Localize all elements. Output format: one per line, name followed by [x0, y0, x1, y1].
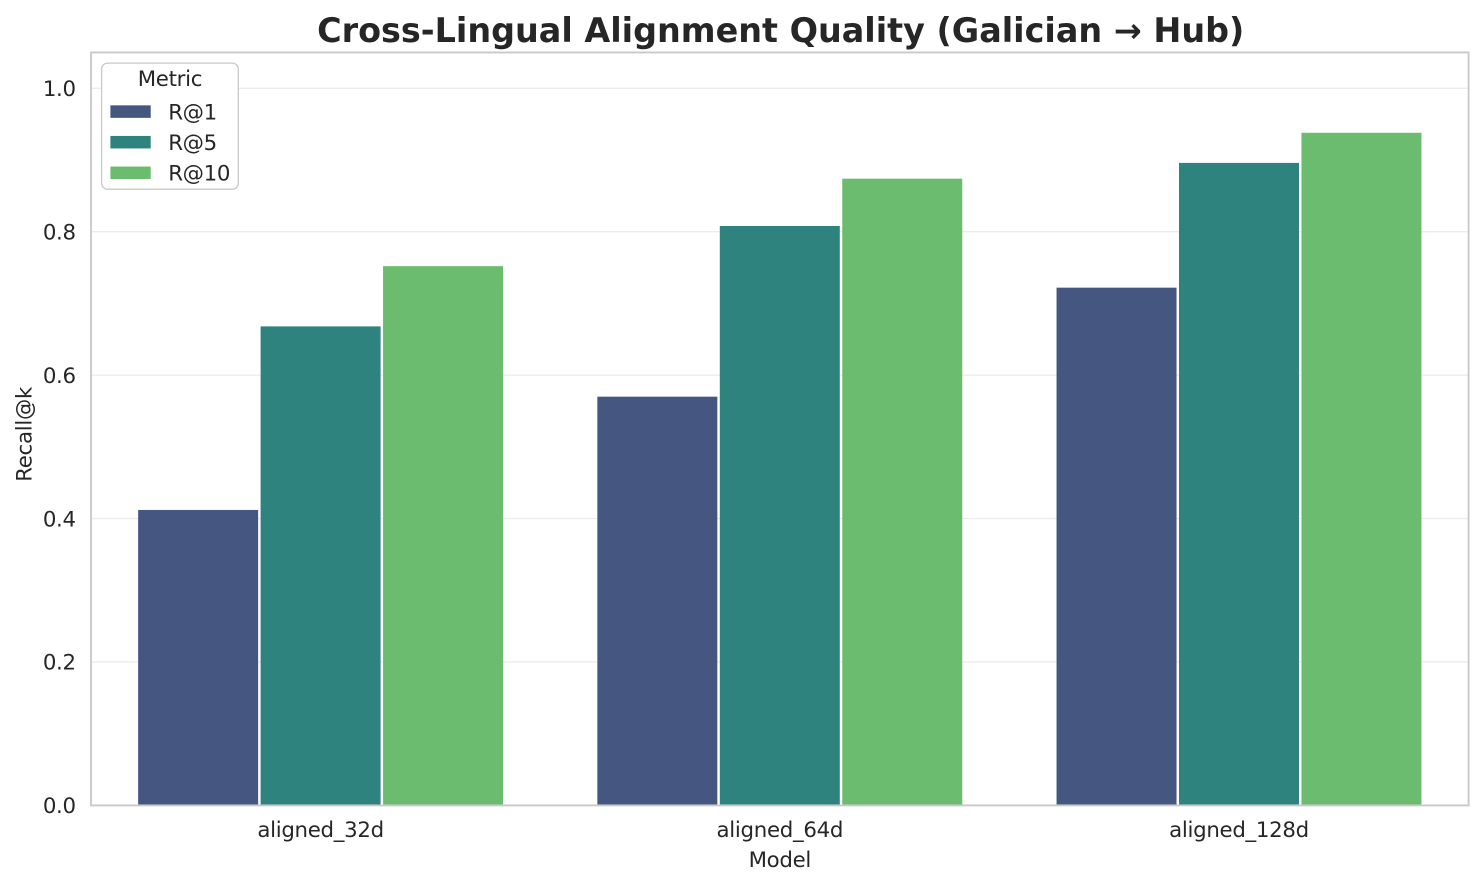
x-tick-labels: aligned_32d aligned_64d aligned_128d — [257, 818, 1309, 843]
x-tick-label: aligned_64d — [717, 818, 844, 843]
y-tick-label: 0.4 — [43, 507, 76, 532]
legend-box — [100, 62, 239, 190]
legend-title: Metric — [138, 67, 202, 92]
x-axis-label: Model — [749, 848, 811, 873]
y-tick-label: 0.0 — [43, 794, 76, 819]
y-tick-label: 1.0 — [43, 77, 76, 102]
bar-aligned_64d-R@10 — [842, 178, 963, 806]
chart-title: Cross-Lingual Alignment Quality (Galicia… — [317, 11, 1244, 50]
bar-aligned_32d-R@5 — [260, 326, 381, 806]
legend-swatch-R@1 — [110, 105, 151, 118]
plot-border — [90, 51, 1470, 807]
y-tick-labels: 0.0 0.2 0.4 0.6 0.8 1.0 — [43, 77, 76, 819]
legend-swatch-R@10 — [110, 166, 151, 180]
bar-aligned_128d-R@1 — [1056, 287, 1177, 806]
bar-aligned_32d-R@10 — [383, 266, 504, 806]
legend-label: R@5 — [168, 131, 217, 156]
bars — [138, 132, 1422, 806]
legend-swatch-R@5 — [110, 135, 151, 149]
y-tick-label: 0.8 — [43, 220, 76, 245]
y-tick-label: 0.2 — [43, 651, 76, 676]
bar-aligned_64d-R@5 — [719, 225, 840, 806]
legend: Metric R@1 R@5 R@10 — [100, 62, 239, 190]
y-tick-label: 0.6 — [43, 364, 76, 389]
bar-aligned_64d-R@1 — [597, 396, 718, 806]
legend-label: R@10 — [168, 162, 230, 187]
bar-aligned_128d-R@5 — [1178, 162, 1300, 806]
legend-entries: R@1 R@5 R@10 — [110, 100, 230, 187]
bar-aligned_128d-R@10 — [1301, 132, 1422, 806]
legend-entry: R@1 — [110, 100, 217, 125]
x-tick-label: aligned_32d — [257, 818, 384, 843]
legend-label: R@1 — [168, 100, 217, 125]
legend-entry: R@5 — [110, 131, 217, 156]
x-tick-label: aligned_128d — [1169, 818, 1309, 843]
bar-aligned_32d-R@1 — [138, 509, 259, 806]
legend-entry: R@10 — [110, 162, 230, 187]
y-axis-label: Recall@k — [13, 386, 38, 482]
